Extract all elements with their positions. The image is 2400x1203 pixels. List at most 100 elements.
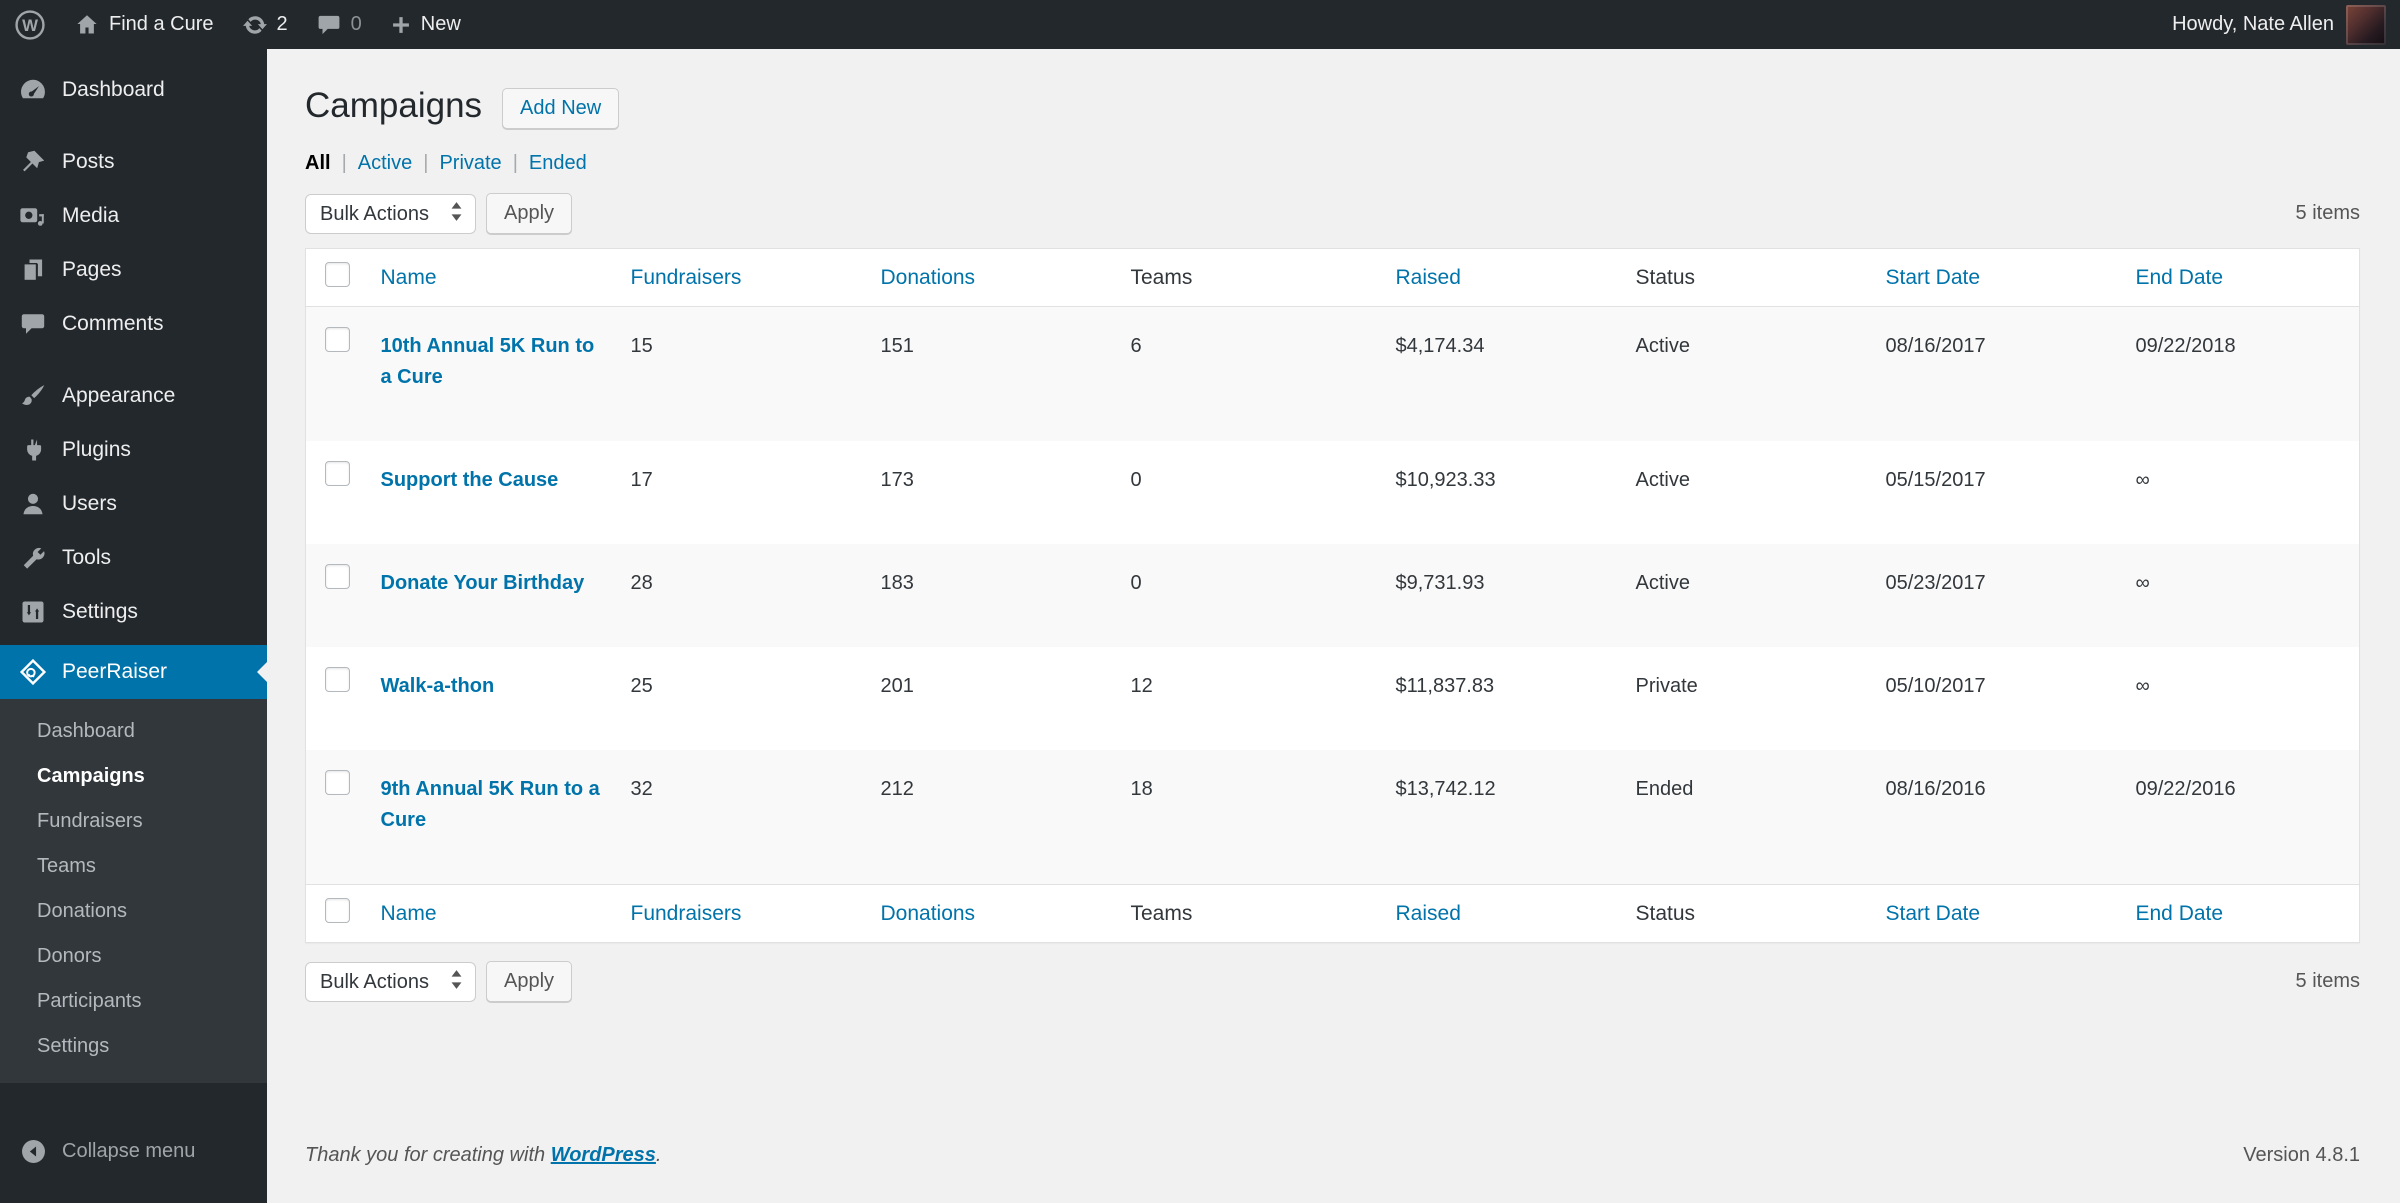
row-checkbox[interactable] bbox=[325, 564, 350, 589]
menu-separator bbox=[0, 351, 267, 369]
sidebar-item-tools[interactable]: Tools bbox=[0, 531, 267, 585]
peerraiser-submenu: Dashboard Campaigns Fundraisers Teams Do… bbox=[0, 699, 267, 1083]
sidebar-item-media[interactable]: Media bbox=[0, 189, 267, 243]
sidebar-item-users[interactable]: Users bbox=[0, 477, 267, 531]
wordpress-link[interactable]: WordPress bbox=[550, 1144, 656, 1166]
table-footer-row: Name Fundraisers Donations Teams Raised Statu… bbox=[305, 884, 2360, 943]
column-header-name[interactable]: Name bbox=[365, 884, 616, 943]
filter-ended[interactable]: Ended bbox=[528, 152, 587, 174]
raised-cell: $10,923.33 bbox=[1395, 469, 1496, 491]
status-cell: Active bbox=[1635, 572, 1690, 594]
add-new-button[interactable]: Add New bbox=[502, 88, 620, 129]
site-name-button[interactable]: Find a Cure bbox=[60, 0, 228, 49]
raised-cell: $11,837.83 bbox=[1395, 675, 1495, 697]
select-all-checkbox[interactable] bbox=[325, 898, 350, 923]
column-header-status: Status bbox=[1620, 884, 1871, 943]
campaign-name-link[interactable]: 10th Annual 5K Run to a Cure bbox=[380, 335, 595, 388]
status-cell: Active bbox=[1635, 335, 1690, 357]
raised-cell: $9,731.93 bbox=[1395, 572, 1485, 594]
column-header-donations[interactable]: Donations bbox=[865, 884, 1116, 943]
submenu-item-settings[interactable]: Settings bbox=[37, 1035, 110, 1057]
updates-button[interactable]: 2 bbox=[228, 0, 302, 49]
dashboard-gauge-icon bbox=[18, 75, 48, 105]
column-header-fundraisers[interactable]: Fundraisers bbox=[615, 884, 866, 943]
column-header-start-date[interactable]: Start Date bbox=[1870, 248, 2121, 307]
sidebar-item-appearance[interactable]: Appearance bbox=[0, 369, 267, 423]
submenu-item-campaigns[interactable]: Campaigns bbox=[37, 765, 145, 787]
sidebar-item-label: Posts bbox=[62, 150, 115, 173]
collapse-menu-button[interactable]: Collapse menu bbox=[0, 1125, 267, 1177]
sidebar-item-posts[interactable]: Posts bbox=[0, 135, 267, 189]
row-checkbox-cell bbox=[306, 307, 366, 442]
sidebar-item-pages[interactable]: Pages bbox=[0, 243, 267, 297]
campaign-name-link[interactable]: Walk-a-thon bbox=[380, 675, 495, 697]
start-date-cell: 08/16/2017 bbox=[1885, 335, 1986, 357]
apply-button[interactable]: Apply bbox=[486, 193, 573, 234]
submenu-item-donations[interactable]: Donations bbox=[37, 900, 128, 922]
end-date-cell: ∞ bbox=[2135, 675, 2150, 697]
campaign-name-link[interactable]: 9th Annual 5K Run to a Cure bbox=[380, 778, 600, 831]
sidebar-item-plugins[interactable]: Plugins bbox=[0, 423, 267, 477]
comments-button[interactable]: 0 bbox=[302, 0, 376, 49]
table-row: Support the Cause 17 173 0 $10,923.33 Ac… bbox=[306, 441, 2360, 544]
sidebar-item-peerraiser[interactable]: PeerRaiser bbox=[0, 645, 267, 699]
filter-private[interactable]: Private bbox=[439, 152, 502, 174]
table-header-row: Name Fundraisers Donations Teams Raised Statu… bbox=[305, 248, 2360, 307]
items-count: 5 items bbox=[2295, 202, 2360, 224]
sidebar-item-label: Dashboard bbox=[62, 78, 165, 101]
row-checkbox[interactable] bbox=[325, 327, 350, 352]
column-header-fundraisers[interactable]: Fundraisers bbox=[615, 248, 866, 307]
page-title: Campaigns bbox=[305, 85, 483, 125]
column-header-raised[interactable]: Raised bbox=[1380, 884, 1621, 943]
column-header-end-date[interactable]: End Date bbox=[2120, 884, 2360, 943]
admin-menu: Dashboard Posts Media Pages Comments bbox=[0, 49, 267, 1083]
column-header-name[interactable]: Name bbox=[365, 248, 616, 307]
filter-active[interactable]: Active bbox=[357, 152, 413, 174]
top-toolbar: Bulk Actions Apply 5 items bbox=[305, 193, 2360, 234]
column-header-end-date[interactable]: End Date bbox=[2120, 248, 2360, 307]
new-content-button[interactable]: New bbox=[376, 0, 475, 49]
row-checkbox[interactable] bbox=[325, 667, 350, 692]
footer-thanks: Thank you for creating with WordPress. bbox=[305, 1144, 661, 1167]
campaign-name-link[interactable]: Donate Your Birthday bbox=[380, 572, 585, 594]
end-date-cell: ∞ bbox=[2135, 572, 2150, 594]
submenu-item-dashboard[interactable]: Dashboard bbox=[37, 720, 135, 742]
media-camera-icon bbox=[18, 202, 48, 230]
column-header-donations[interactable]: Donations bbox=[865, 248, 1116, 307]
svg-text:W: W bbox=[22, 16, 38, 35]
submenu-item-fundraisers[interactable]: Fundraisers bbox=[37, 810, 143, 832]
filter-all[interactable]: All bbox=[305, 152, 331, 174]
bulk-actions-select[interactable]: Bulk Actions bbox=[305, 193, 476, 234]
row-checkbox[interactable] bbox=[325, 461, 350, 486]
sidebar-item-label: Settings bbox=[62, 600, 138, 623]
column-header-raised[interactable]: Raised bbox=[1380, 248, 1621, 307]
sidebar-item-label: Comments bbox=[62, 312, 164, 335]
sidebar-item-label: Appearance bbox=[62, 384, 176, 407]
plus-icon bbox=[390, 14, 412, 36]
teams-cell: 6 bbox=[1130, 335, 1142, 357]
main-content: Campaigns Add New All Active Private End… bbox=[267, 49, 2400, 1203]
raised-cell: $13,742.12 bbox=[1395, 778, 1496, 800]
column-header-start-date[interactable]: Start Date bbox=[1870, 884, 2121, 943]
sidebar-item-settings[interactable]: Settings bbox=[0, 585, 267, 639]
apply-button-bottom[interactable]: Apply bbox=[486, 961, 573, 1002]
table-row: 9th Annual 5K Run to a Cure 32 212 18 $1… bbox=[305, 750, 2360, 885]
status-cell: Private bbox=[1635, 675, 1698, 697]
select-all-checkbox[interactable] bbox=[325, 262, 350, 287]
paintbrush-icon bbox=[18, 382, 48, 410]
submenu-item-teams[interactable]: Teams bbox=[37, 855, 96, 877]
sidebar-item-dashboard[interactable]: Dashboard bbox=[0, 63, 267, 117]
campaign-name-link[interactable]: Support the Cause bbox=[380, 469, 559, 491]
donations-cell: 201 bbox=[880, 675, 914, 697]
row-checkbox[interactable] bbox=[325, 770, 350, 795]
wordpress-menu-button[interactable]: W bbox=[0, 0, 60, 49]
sidebar-item-comments[interactable]: Comments bbox=[0, 297, 267, 351]
table-row: Walk-a-thon 25 201 12 $11,837.83 Private… bbox=[306, 647, 2360, 750]
campaign-name-cell: 9th Annual 5K Run to a Cure bbox=[366, 750, 616, 885]
peerraiser-diamond-icon bbox=[18, 657, 48, 687]
submenu-item-participants[interactable]: Participants bbox=[37, 990, 142, 1012]
bulk-actions-select-bottom[interactable]: Bulk Actions bbox=[305, 961, 476, 1002]
submenu-item-donors[interactable]: Donors bbox=[37, 945, 102, 967]
account-menu[interactable]: Howdy, Nate Allen bbox=[2158, 0, 2400, 49]
wrench-icon bbox=[18, 544, 48, 572]
